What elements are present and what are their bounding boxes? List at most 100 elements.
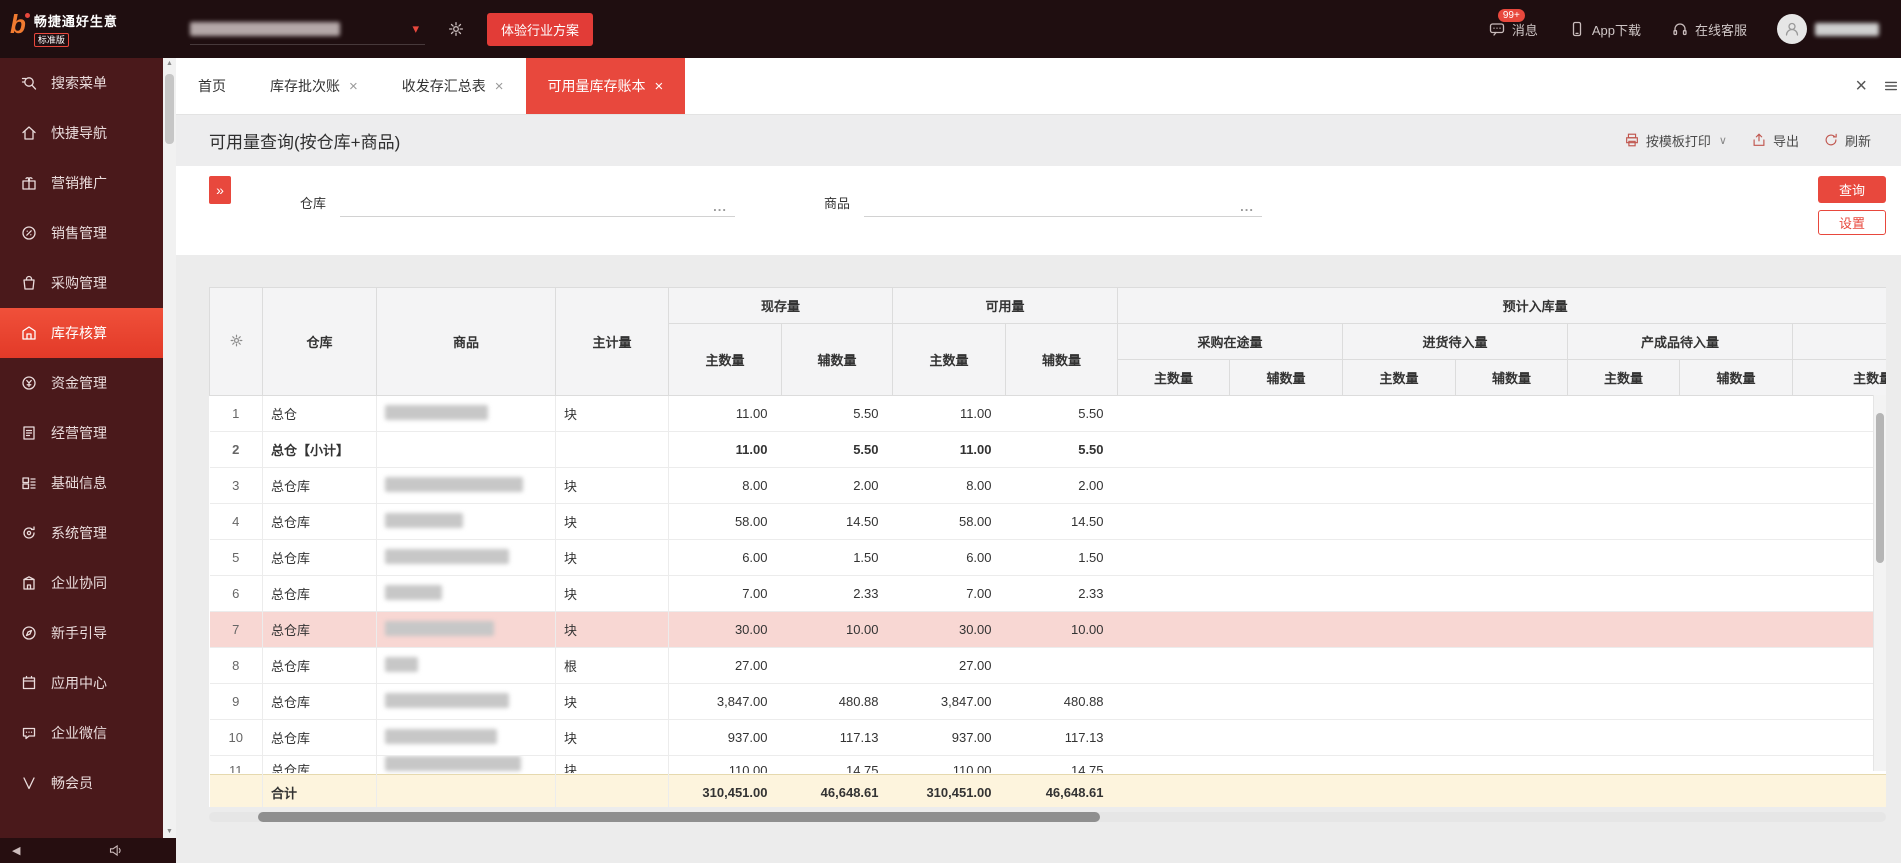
col-finished-main-qty[interactable]: 主数量 bbox=[1567, 359, 1681, 396]
sidebar-item-quick-nav[interactable]: 快捷导航 bbox=[0, 108, 163, 158]
table-row[interactable]: 1 总仓块 11.00 5.50 11.00 5.50 bbox=[209, 395, 1886, 432]
sidebar-item-inventory[interactable]: 库存核算 bbox=[0, 308, 163, 358]
group-available: 可用量 bbox=[892, 287, 1119, 324]
sidebar-item-purchase[interactable]: 采购管理 bbox=[0, 258, 163, 308]
group-current-stock: 现存量 bbox=[667, 287, 894, 324]
scroll-down-icon[interactable]: ▼ bbox=[166, 828, 173, 835]
app-download-label: App下载 bbox=[1591, 22, 1641, 38]
vertical-scroll-thumb[interactable] bbox=[1876, 413, 1884, 563]
table-row[interactable]: 4 总仓库块 58.00 14.50 58.00 14.50 bbox=[209, 503, 1886, 540]
tab-close-icon[interactable]: × bbox=[654, 77, 664, 95]
headset-icon bbox=[1671, 20, 1689, 38]
refresh-label: 刷新 bbox=[1844, 133, 1871, 149]
sidebar-scroll-thumb[interactable] bbox=[165, 74, 174, 144]
product-picker-trigger[interactable]: ... bbox=[1240, 199, 1255, 214]
close-tab-icon[interactable]: × bbox=[1855, 74, 1867, 97]
sidebar-item-search[interactable]: 搜索菜单 bbox=[0, 58, 163, 108]
inventory-icon bbox=[20, 324, 38, 342]
col-transit-aux-qty[interactable]: 辅数量 bbox=[1229, 359, 1344, 396]
expand-filters-button[interactable]: » bbox=[209, 176, 231, 204]
app-download-button[interactable]: App下载 bbox=[1568, 20, 1641, 39]
warehouse-picker-trigger[interactable]: ... bbox=[713, 199, 728, 214]
tab-1[interactable]: 库存批次账 × bbox=[248, 58, 380, 114]
sidebar-item-wecom[interactable]: 企业微信 bbox=[0, 708, 163, 758]
col-current-main-qty[interactable]: 主数量 bbox=[668, 323, 782, 396]
col-incoming-aux-qty[interactable]: 辅数量 bbox=[1455, 359, 1569, 396]
query-button[interactable]: 查询 bbox=[1818, 176, 1886, 203]
column-settings-cell[interactable] bbox=[209, 287, 263, 396]
warehouse-label: 仓库 bbox=[300, 196, 327, 211]
print-label: 按模板打印 bbox=[1645, 133, 1711, 149]
settings-gear-icon[interactable] bbox=[447, 20, 465, 38]
col-incoming-main-qty[interactable]: 主数量 bbox=[1342, 359, 1457, 396]
sidebar: 搜索菜单 快捷导航 营销推广 销售管理 采购管理 库存核算 资金管理 经营管理基础信息系统管理… bbox=[0, 58, 176, 863]
sidebar-item-guide[interactable]: 新手引导 bbox=[0, 608, 163, 658]
tab-label: 可用量库存账本 bbox=[547, 78, 646, 94]
tab-close-icon[interactable]: × bbox=[349, 77, 358, 95]
tab-3[interactable]: 可用量库存账本 × bbox=[525, 58, 686, 114]
sales-icon bbox=[20, 224, 38, 242]
trial-button[interactable]: 体验行业方案 bbox=[487, 12, 594, 46]
sidebar-item-collab[interactable]: 企业协同 bbox=[0, 558, 163, 608]
table-row[interactable]: 5 总仓库块 6.00 1.50 6.00 1.50 bbox=[209, 539, 1886, 576]
sidebar-item-label: 基础信息 bbox=[51, 475, 107, 491]
refresh-button[interactable]: 刷新 bbox=[1823, 131, 1871, 150]
print-by-template-button[interactable]: 按模板打印 ∨ bbox=[1624, 131, 1727, 150]
table-subtotal-row[interactable]: 2 总仓【小计】 11.00 5.50 11.00 5.50 bbox=[209, 431, 1886, 468]
tab-menu-icon[interactable] bbox=[1883, 78, 1899, 94]
col-current-aux-qty[interactable]: 辅数量 bbox=[780, 323, 894, 396]
org-select[interactable]: ▾ bbox=[190, 14, 425, 45]
messages-button[interactable]: 99+ 消息 bbox=[1488, 8, 1538, 39]
tab-2[interactable]: 收发存汇总表 × bbox=[380, 58, 526, 114]
table-row[interactable]: 9 总仓库块 3,847.00 480.88 3,847.00 480.88 bbox=[209, 683, 1886, 720]
table-vertical-scrollbar[interactable] bbox=[1873, 395, 1886, 771]
sidebar-item-app-center[interactable]: 应用中心 bbox=[0, 658, 163, 708]
horizontal-scroll-thumb[interactable] bbox=[258, 812, 1100, 822]
export-button[interactable]: 导出 bbox=[1751, 131, 1799, 150]
announcement-icon[interactable] bbox=[108, 843, 123, 858]
table-row[interactable]: 6 总仓库块 7.00 2.33 7.00 2.33 bbox=[209, 575, 1886, 612]
sidebar-item-base-info[interactable]: 基础信息 bbox=[0, 458, 163, 508]
sidebar-scrollbar[interactable]: ▲ ▼ bbox=[163, 58, 176, 838]
tab-close-icon[interactable]: × bbox=[494, 77, 504, 95]
data-table: 仓库 商品 主计量 现存量 可用量 预计入库量 主数量 辅数量 主数量 辅数量 … bbox=[209, 287, 1886, 807]
col-available-main-qty[interactable]: 主数量 bbox=[892, 323, 1007, 396]
availability-table: 仓库 商品 主计量 现存量 可用量 预计入库量 主数量 辅数量 主数量 辅数量 … bbox=[209, 287, 1886, 807]
warehouse-input[interactable]: ... bbox=[340, 190, 736, 217]
filterbar: » 仓库 ... 商品 ... 查询 设置 bbox=[176, 166, 1901, 255]
col-warehouse[interactable]: 仓库 bbox=[262, 287, 377, 396]
scroll-up-icon[interactable]: ▲ bbox=[166, 60, 173, 67]
table-row[interactable]: 7 总仓库块 30.00 10.00 30.00 10.00 bbox=[209, 611, 1886, 648]
sidebar-item-marketing[interactable]: 营销推广 bbox=[0, 158, 163, 208]
settings-button[interactable]: 设置 bbox=[1818, 210, 1886, 235]
table-row[interactable]: 10 总仓库块 937.00 117.13 937.00 117.13 bbox=[209, 719, 1886, 756]
sidebar-item-funds[interactable]: 资金管理 bbox=[0, 358, 163, 408]
table-row[interactable]: 3 总仓库块 8.00 2.00 8.00 2.00 bbox=[209, 467, 1886, 504]
table-row[interactable]: 11 总仓库块 110.00 14.75 110.00 14.75 bbox=[209, 755, 1887, 775]
col-clipped-main-qty[interactable]: 主数量 bbox=[1792, 359, 1886, 396]
group-incoming-pending: 进货待入量 bbox=[1342, 323, 1569, 360]
table-header: 仓库 商品 主计量 现存量 可用量 预计入库量 主数量 辅数量 主数量 辅数量 … bbox=[209, 287, 1886, 396]
warehouse-filter: 仓库 ... bbox=[300, 190, 736, 217]
tab-home[interactable]: 首页 bbox=[176, 58, 248, 114]
redacted-user-name bbox=[1815, 22, 1879, 36]
product-input[interactable]: ... bbox=[864, 190, 1263, 217]
title-tools: 按模板打印 ∨ 导出 刷新 bbox=[1624, 131, 1901, 150]
col-product[interactable]: 商品 bbox=[376, 287, 556, 396]
table-gear-icon[interactable] bbox=[229, 333, 244, 348]
col-available-aux-qty[interactable]: 辅数量 bbox=[1005, 323, 1119, 396]
table-row[interactable]: 8 总仓库根 27.00 27.00 bbox=[209, 647, 1886, 684]
collapse-sidebar-icon[interactable]: ◀ bbox=[12, 845, 21, 857]
sidebar-item-member[interactable]: 畅会员 bbox=[0, 758, 163, 808]
col-finished-aux-qty[interactable]: 辅数量 bbox=[1679, 359, 1794, 396]
col-transit-main-qty[interactable]: 主数量 bbox=[1117, 359, 1231, 396]
sidebar-item-sales[interactable]: 销售管理 bbox=[0, 208, 163, 258]
online-support-button[interactable]: 在线客服 bbox=[1671, 20, 1747, 39]
brand-logo-icon: b bbox=[10, 9, 30, 39]
user-menu[interactable] bbox=[1777, 14, 1879, 44]
table-horizontal-scrollbar[interactable] bbox=[209, 812, 1886, 822]
sidebar-item-business[interactable]: 经营管理 bbox=[0, 408, 163, 458]
sidebar-item-system[interactable]: 系统管理 bbox=[0, 508, 163, 558]
col-base-unit[interactable]: 主计量 bbox=[555, 287, 669, 396]
